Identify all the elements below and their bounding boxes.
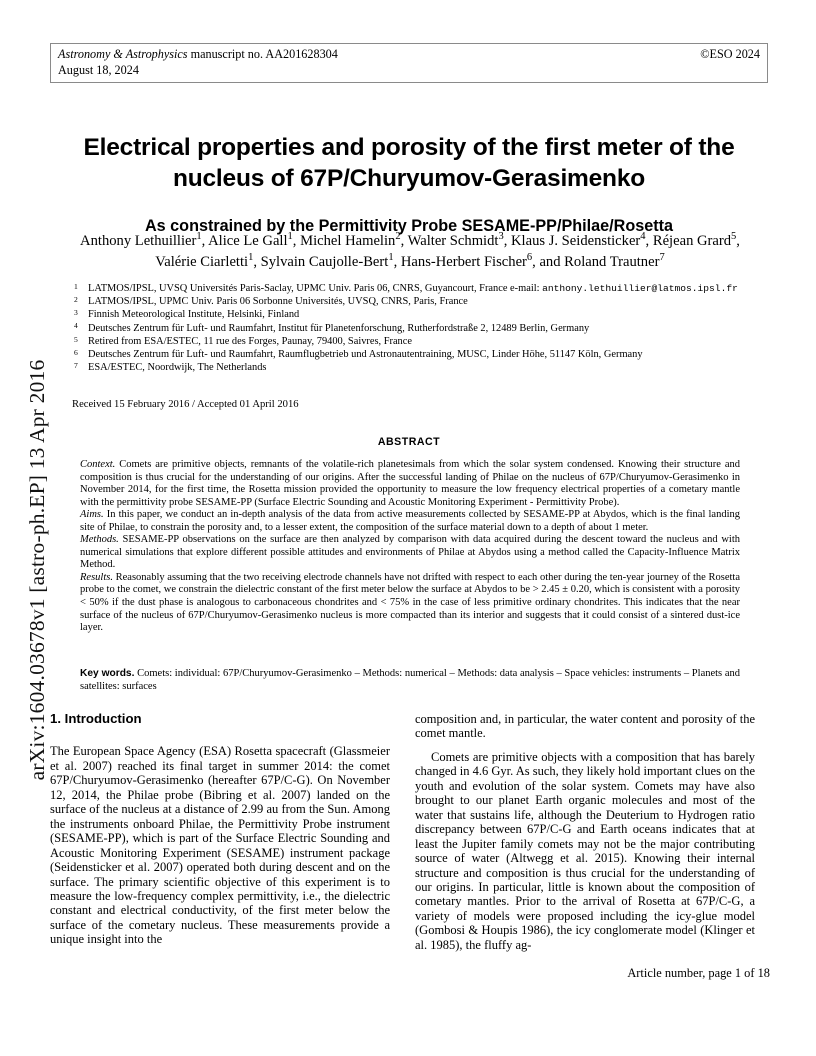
arxiv-identifier-stamp: arXiv:1604.03678v1 [astro-ph.EP] 13 Apr …	[25, 359, 49, 781]
affiliation-marker: 3	[74, 308, 78, 318]
page-title: Electrical properties and porosity of th…	[83, 134, 735, 192]
header-top-row: Astronomy & Astrophysics manuscript no. …	[51, 44, 767, 78]
abstract-lead-label: Results.	[80, 571, 113, 583]
affiliation-marker: 1	[74, 281, 78, 291]
affiliation-text: LATMOS/IPSL, UVSQ Universités Paris-Sacl…	[88, 283, 540, 294]
page-subtitle: As constrained by the Permittivity Probe…	[144, 217, 674, 235]
paragraph-spacer	[415, 741, 755, 750]
affiliation-item: 4 Deutsches Zentrum für Luft- und Raumfah…	[72, 321, 768, 336]
affiliation-text: Deutsches Zentrum für Luft- und Raumfahr…	[88, 348, 643, 360]
body-column-left: 1. Introduction The European Space Agenc…	[50, 711, 390, 947]
affiliation-item: 2 LATMOS/IPSL, UPMC Univ. Paris 06 Sorbon…	[72, 295, 768, 309]
body-paragraph: Comets are primitive objects with a comp…	[415, 749, 755, 952]
affiliation-email: anthony.lethuillier@latmos.ipsl.fr	[542, 283, 738, 294]
abstract-paragraph: Methods. SESAME-PP observations on the s…	[80, 534, 740, 572]
author-list: Anthony Lethuillier1, Alice Le Gall1, Mi…	[80, 231, 740, 272]
abstract-heading: ABSTRACT	[377, 436, 441, 448]
abstract-paragraph-text: In this paper, we conduct an in-depth an…	[80, 509, 740, 533]
affiliation-item: 6 Deutsches Zentrum für Luft- und Raumfah…	[72, 347, 768, 362]
body-paragraph: composition and, in particular, the wate…	[415, 712, 755, 741]
affiliation-text: Deutsches Zentrum für Luft- und Raumfahr…	[88, 322, 590, 334]
title-block: Electrical properties and porosity of th…	[50, 132, 768, 237]
abstract-lead-label: Aims.	[80, 509, 104, 521]
abstract-lead-label: Methods.	[80, 534, 119, 546]
abstract-lead-label: Context.	[80, 459, 116, 470]
abstract-paragraph-text: Reasonably assuming that the two receivi…	[80, 571, 740, 634]
affiliation-text: LATMOS/IPSL, UPMC Univ. Paris 06 Sorbonn…	[88, 296, 468, 308]
author-line-2: Valérie Ciarletti1, Sylvain Caujolle-Ber…	[155, 251, 665, 270]
abstract-paragraph: Results. Reasonably assuming that the tw…	[80, 572, 740, 635]
abstract-paragraph-text: SESAME-PP observations on the surface ar…	[80, 534, 740, 571]
body-column-right: composition and, in particular, the wate…	[415, 712, 755, 952]
keywords-block: Key words. Comets: individual: 67P/Chury…	[80, 668, 740, 694]
keywords-text: Comets: individual: 67P/Churyumov-Gerasi…	[80, 668, 740, 692]
affiliation-item: 5 Retired from ESA/ESTEC, 11 rue des Forg…	[72, 334, 768, 349]
author-line-1: Anthony Lethuillier1, Alice Le Gall1, Mi…	[80, 231, 740, 249]
body-paragraph: The European Space Agency (ESA) Rosetta …	[50, 744, 390, 947]
abstract-paragraph-text: Comets are primitive objects, remnants o…	[80, 459, 740, 508]
affiliation-item: 7 ESA/ESTEC, Noordwijk, The Netherlands	[72, 360, 768, 375]
abstract-paragraph: Aims. In this paper, we conduct an in-de…	[80, 509, 740, 534]
affiliation-text: Retired from ESA/ESTEC, 11 rue des Forge…	[88, 335, 412, 347]
affiliation-marker: 6	[74, 347, 78, 357]
abstract-paragraph: Context. Comets are primitive objects, r…	[80, 459, 740, 509]
keywords-label: Key words.	[80, 668, 135, 679]
manuscript-number: manuscript no. AA201628304	[187, 47, 338, 61]
affiliation-text: ESA/ESTEC, Noordwijk, The Netherlands	[88, 362, 267, 374]
journal-name: Astronomy & Astrophysics	[58, 47, 188, 61]
page-content: Astronomy & Astrophysics manuscript no. …	[50, 0, 770, 1056]
affiliation-list: 1 LATMOS/IPSL, UVSQ Universités Paris-Sac…	[72, 281, 768, 375]
affiliation-marker: 7	[74, 360, 78, 370]
affiliation-item: 3 Finnish Meteorological Institute, Helsi…	[72, 308, 768, 322]
affiliation-item: 1 LATMOS/IPSL, UVSQ Universités Paris-Sac…	[72, 281, 768, 296]
affiliation-marker: 2	[74, 295, 78, 304]
affiliation-text: Finnish Meteorological Institute, Helsin…	[88, 309, 300, 321]
section-heading-introduction: 1. Introduction	[50, 711, 142, 726]
running-header-box: Astronomy & Astrophysics manuscript no. …	[50, 43, 768, 83]
affiliation-marker: 5	[74, 334, 78, 344]
header-journal-line: Astronomy & Astrophysics manuscript no. …	[58, 47, 338, 63]
copyright-notice: ©ESO 2024	[700, 47, 760, 61]
abstract-body: Context. Comets are primitive objects, r…	[80, 459, 740, 635]
affiliation-marker: 4	[74, 321, 78, 331]
page-footer: Article number, page 1 of 18	[627, 966, 770, 980]
received-accepted-line: Received 15 February 2016 / Accepted 01 …	[72, 399, 299, 410]
header-date: August 18, 2024	[58, 62, 139, 77]
